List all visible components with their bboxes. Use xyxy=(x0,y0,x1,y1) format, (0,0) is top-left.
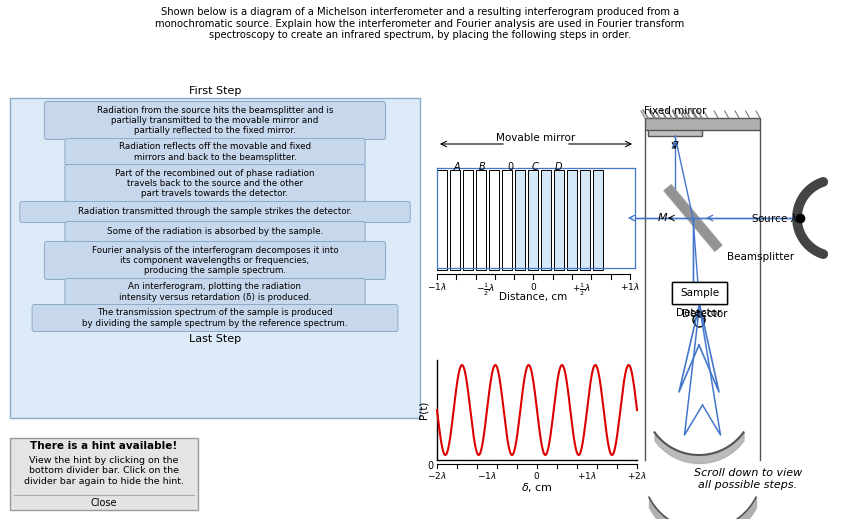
Circle shape xyxy=(695,317,705,327)
Text: Last Step: Last Step xyxy=(189,334,241,344)
Text: A: A xyxy=(453,162,460,172)
Text: Scroll down to view
all possible steps.: Scroll down to view all possible steps. xyxy=(694,468,802,489)
Text: Fixed mirror: Fixed mirror xyxy=(644,106,706,116)
Text: Part of the recombined out of phase radiation
travels back to the source and the: Part of the recombined out of phase radi… xyxy=(115,169,315,198)
Text: $-\frac{1}{2}\lambda$: $-\frac{1}{2}\lambda$ xyxy=(476,281,495,297)
Text: Sample: Sample xyxy=(680,288,719,298)
Text: View the hint by clicking on the
bottom divider bar. Click on the
divider bar ag: View the hint by clicking on the bottom … xyxy=(24,456,184,486)
FancyBboxPatch shape xyxy=(10,438,198,510)
FancyBboxPatch shape xyxy=(45,102,386,140)
Bar xyxy=(567,170,577,270)
Text: Radiation reflects off the movable and fixed
mirrors and back to the beamsplitte: Radiation reflects off the movable and f… xyxy=(119,142,311,162)
Bar xyxy=(593,170,603,270)
Text: Movable mirror: Movable mirror xyxy=(496,133,575,143)
FancyBboxPatch shape xyxy=(20,201,410,223)
Bar xyxy=(437,170,447,270)
Bar xyxy=(476,170,486,270)
Text: C: C xyxy=(532,162,538,172)
Text: Detector: Detector xyxy=(676,308,722,318)
Bar xyxy=(450,170,460,270)
Circle shape xyxy=(693,314,705,326)
Text: $+1\lambda$: $+1\lambda$ xyxy=(577,470,597,481)
Bar xyxy=(515,170,525,270)
Text: Detector: Detector xyxy=(682,309,727,319)
Bar xyxy=(645,118,760,130)
Text: $+1\lambda$: $+1\lambda$ xyxy=(620,281,640,292)
FancyBboxPatch shape xyxy=(10,98,420,418)
Text: Shown below is a diagram of a Michelson interferometer and a resulting interfero: Shown below is a diagram of a Michelson … xyxy=(156,7,685,40)
Bar xyxy=(489,170,499,270)
Bar xyxy=(541,170,551,270)
FancyBboxPatch shape xyxy=(65,279,365,306)
Text: Some of the radiation is absorbed by the sample.: Some of the radiation is absorbed by the… xyxy=(107,227,323,237)
Bar xyxy=(528,170,538,270)
Text: Beamsplitter: Beamsplitter xyxy=(727,252,794,262)
Text: $0$: $0$ xyxy=(533,470,541,481)
Text: P(t): P(t) xyxy=(419,401,429,419)
Text: Fourier analysis of the interferogram decomposes it into
its component wavelengt: Fourier analysis of the interferogram de… xyxy=(92,245,338,276)
Text: B: B xyxy=(479,162,485,172)
Text: Sample: Sample xyxy=(680,288,719,298)
Bar xyxy=(648,118,702,136)
Bar xyxy=(672,282,727,304)
Text: $+2\lambda$: $+2\lambda$ xyxy=(627,470,647,481)
Text: $-1\lambda$: $-1\lambda$ xyxy=(477,470,497,481)
Text: Source $\lambda$: Source $\lambda$ xyxy=(751,212,797,224)
FancyBboxPatch shape xyxy=(65,139,365,166)
Text: $-2\lambda$: $-2\lambda$ xyxy=(427,470,447,481)
Text: $+\frac{1}{2}\lambda$: $+\frac{1}{2}\lambda$ xyxy=(572,281,591,297)
Text: 0: 0 xyxy=(507,162,513,172)
FancyBboxPatch shape xyxy=(65,222,365,242)
Text: The transmission spectrum of the sample is produced
by dividing the sample spect: The transmission spectrum of the sample … xyxy=(82,308,347,327)
Text: First Step: First Step xyxy=(189,86,241,96)
Bar xyxy=(463,170,473,270)
FancyBboxPatch shape xyxy=(45,241,386,280)
Text: An interferogram, plotting the radiation
intensity versus retardation (δ) is pro: An interferogram, plotting the radiation… xyxy=(119,282,311,302)
Text: F: F xyxy=(672,141,678,151)
Bar xyxy=(672,282,727,304)
Text: Radiation transmitted through the sample strikes the detector.: Radiation transmitted through the sample… xyxy=(78,208,352,216)
Bar xyxy=(554,170,564,270)
Bar xyxy=(580,170,590,270)
Text: 0: 0 xyxy=(428,461,434,471)
Text: $-1\lambda$: $-1\lambda$ xyxy=(427,281,447,292)
Text: $\delta$, cm: $\delta$, cm xyxy=(521,481,553,494)
Text: Distance, cm: Distance, cm xyxy=(500,292,568,302)
FancyBboxPatch shape xyxy=(65,165,365,202)
FancyBboxPatch shape xyxy=(32,305,398,332)
Text: D: D xyxy=(554,162,562,172)
Text: Close: Close xyxy=(91,498,117,508)
Text: Radiation from the source hits the beamsplitter and is
partially transmitted to : Radiation from the source hits the beams… xyxy=(97,105,333,135)
Text: There is a hint available!: There is a hint available! xyxy=(30,441,177,451)
Text: M: M xyxy=(658,213,668,223)
Text: $0$: $0$ xyxy=(530,281,537,292)
Bar xyxy=(502,170,512,270)
